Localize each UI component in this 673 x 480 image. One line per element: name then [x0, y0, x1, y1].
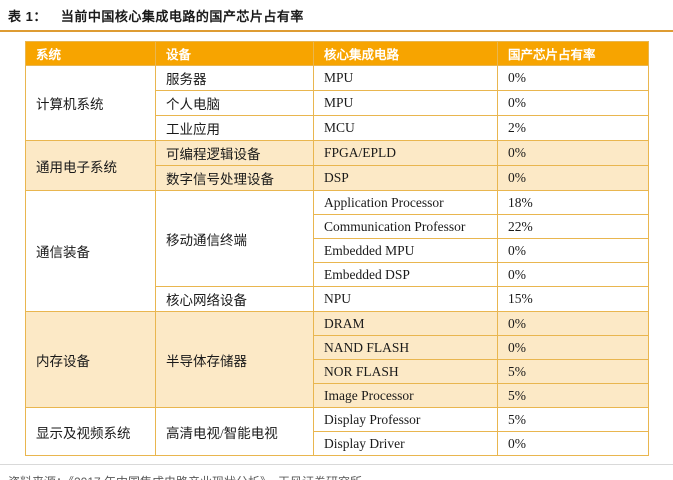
table-title: 表 1： 当前中国核心集成电路的国产芯片占有率 [0, 0, 673, 32]
chip-cell: Image Processor [313, 383, 498, 408]
source-note: 资料来源：《2017 年中国集成电路产业现状分析》，天风证券研究所 [0, 464, 673, 480]
header-core-ic: 核心集成电路 [313, 41, 498, 66]
header-device: 设备 [155, 41, 314, 66]
table-row: 数字信号处理设备 DSP 0% [26, 165, 649, 191]
share-cell: 0% [497, 165, 649, 191]
table-row: NOR FLASH 5% [26, 359, 649, 384]
chip-cell: NAND FLASH [313, 335, 498, 360]
system-cell: 内存设备 [25, 311, 156, 408]
share-cell: 0% [497, 431, 649, 456]
header-row: 系统 设备 核心集成电路 国产芯片占有率 [25, 41, 649, 66]
table-row: Image Processor 5% [26, 383, 649, 408]
table-row: Embedded DSP 0% [26, 262, 649, 287]
chip-cell: DRAM [313, 311, 498, 336]
chip-cell: Application Processor [313, 190, 498, 215]
system-cell: 通信装备 [25, 190, 156, 312]
table-row: NAND FLASH 0% [26, 335, 649, 360]
table-row: 显示及视频系统 高清电视/智能电视 Display Professor 5% [25, 407, 649, 456]
table-row: Embedded MPU 0% [26, 238, 649, 263]
chip-cell: Display Driver [313, 431, 498, 456]
device-cell: 移动通信终端 [155, 190, 314, 287]
table-title-label: 表 1： [8, 9, 47, 24]
chip-cell: DSP [313, 165, 498, 191]
table-row: 计算机系统 服务器 MPU 0% [25, 65, 649, 141]
chip-cell: MCU [313, 115, 498, 141]
table-row: 工业应用 MCU 2% [26, 115, 649, 141]
share-cell: 0% [497, 140, 649, 166]
share-cell: 0% [497, 238, 649, 263]
table-row: 个人电脑 MPU 0% [26, 90, 649, 116]
system-cell: 显示及视频系统 [25, 407, 156, 456]
share-cell: 15% [497, 286, 649, 312]
chip-cell: Communication Professor [313, 214, 498, 239]
share-cell: 18% [497, 190, 649, 215]
table-row: Communication Professor 22% [26, 214, 649, 239]
share-cell: 0% [497, 311, 649, 336]
share-cell: 0% [497, 262, 649, 287]
chip-cell: NOR FLASH [313, 359, 498, 384]
system-cell: 通用电子系统 [25, 140, 156, 191]
chip-cell: FPGA/EPLD [313, 140, 498, 166]
share-cell: 5% [497, 359, 649, 384]
device-cell: 服务器 [155, 65, 314, 91]
device-cell: 半导体存储器 [155, 311, 314, 408]
system-cell: 计算机系统 [25, 65, 156, 141]
chip-cell: MPU [313, 65, 498, 91]
device-cell: 可编程逻辑设备 [155, 140, 314, 166]
share-cell: 0% [497, 90, 649, 116]
device-cell: 数字信号处理设备 [155, 165, 314, 191]
table-row: 内存设备 半导体存储器 DRAM 0% [25, 311, 649, 408]
device-cell: 核心网络设备 [155, 286, 314, 312]
share-cell: 22% [497, 214, 649, 239]
header-system: 系统 [25, 41, 156, 66]
chip-cell: Embedded DSP [313, 262, 498, 287]
table-title-text: 当前中国核心集成电路的国产芯片占有率 [60, 9, 304, 24]
chip-cell: Display Professor [313, 407, 498, 432]
table-row: 通信装备 移动通信终端 Application Processor 18% [25, 190, 649, 312]
table-row: 通用电子系统 可编程逻辑设备 FPGA/EPLD 0% [25, 140, 649, 191]
share-cell: 0% [497, 335, 649, 360]
table-header: 系统 设备 核心集成电路 国产芯片占有率 [25, 41, 649, 66]
header-domestic-share: 国产芯片占有率 [497, 41, 649, 66]
chip-cell: Embedded MPU [313, 238, 498, 263]
chip-share-table: 系统 设备 核心集成电路 国产芯片占有率 计算机系统 服务器 MPU 0% 个人电脑 MP… [25, 41, 649, 456]
share-cell: 2% [497, 115, 649, 141]
share-cell: 5% [497, 383, 649, 408]
chip-cell: NPU [313, 286, 498, 312]
share-cell: 5% [497, 407, 649, 432]
device-cell: 工业应用 [155, 115, 314, 141]
device-cell: 高清电视/智能电视 [155, 407, 314, 456]
device-cell: 个人电脑 [155, 90, 314, 116]
table-row: Display Driver 0% [26, 431, 649, 456]
table-body: 计算机系统 服务器 MPU 0% 个人电脑 MPU 0% 工业应用 MCU 2% 通用电子系统 可编程… [25, 65, 649, 456]
share-cell: 0% [497, 65, 649, 91]
chip-cell: MPU [313, 90, 498, 116]
